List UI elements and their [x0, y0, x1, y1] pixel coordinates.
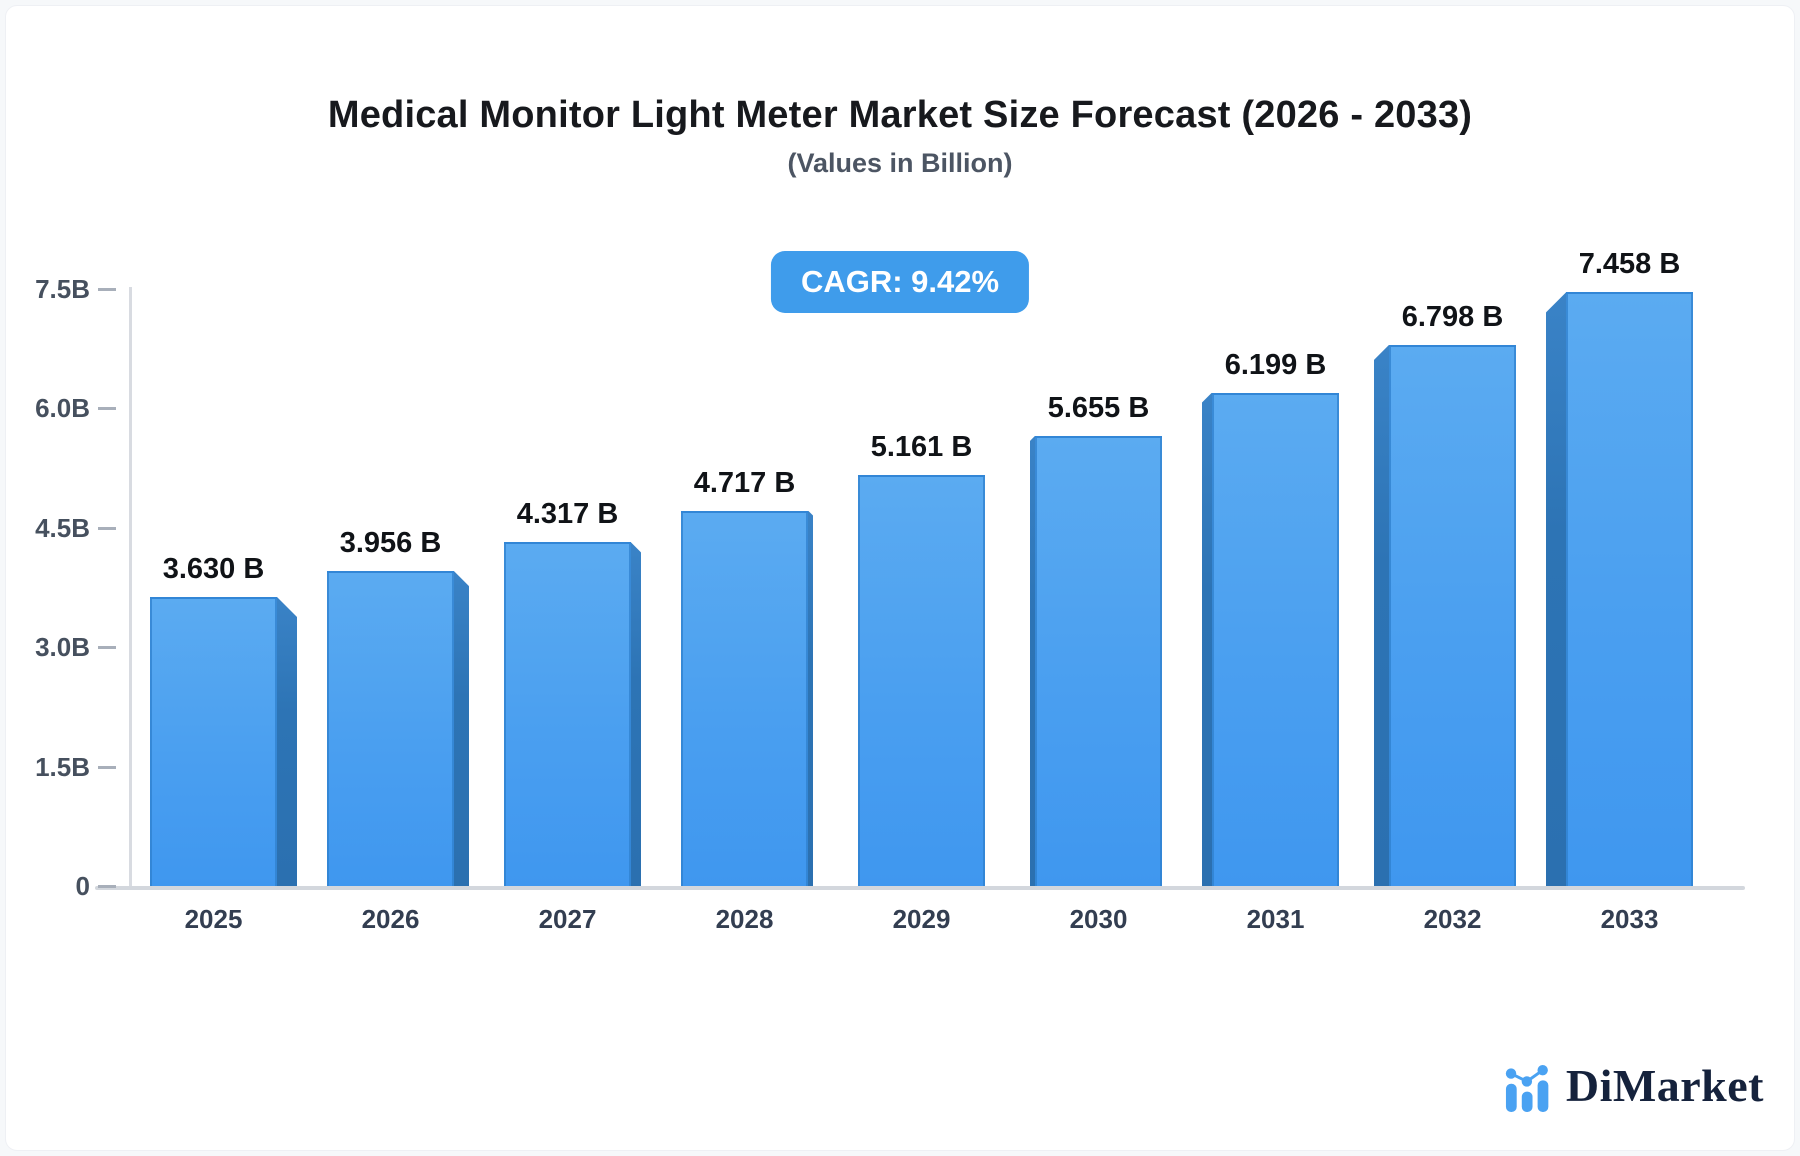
- bar-2025: [150, 597, 277, 886]
- y-tick-3.0B: [98, 646, 116, 650]
- bar-side-2032: [1374, 344, 1389, 886]
- y-tick-label-1.5B: 1.5B: [35, 751, 90, 782]
- x-label-2029: 2029: [892, 904, 951, 934]
- bar-side-2030: [1030, 435, 1035, 886]
- bar-2031: [1212, 392, 1339, 886]
- y-tick-0: [98, 885, 116, 888]
- x-label-2030: 2030: [1069, 904, 1128, 934]
- y-tick-4.5B: [98, 526, 116, 530]
- bar-2026: [327, 571, 454, 886]
- bar-2032: [1389, 344, 1516, 886]
- bar-value-2032: 6.798 B: [1401, 300, 1504, 333]
- bar-side-2033: [1546, 292, 1566, 886]
- bar-side-2025: [277, 597, 297, 886]
- bar-2028: [681, 510, 808, 886]
- bar-value-2028: 4.717 B: [693, 466, 796, 499]
- x-label-2031: 2031: [1246, 904, 1305, 934]
- bar-2033: [1566, 292, 1693, 886]
- bar-value-2025: 3.630 B: [162, 553, 265, 586]
- x-label-2028: 2028: [715, 904, 774, 934]
- y-tick-label-3.0B: 3.0B: [35, 632, 90, 663]
- x-label-2032: 2032: [1423, 904, 1482, 934]
- dimarket-logo: DiMarket: [1502, 1059, 1764, 1112]
- bar-side-2027: [631, 542, 641, 886]
- x-label-2033: 2033: [1600, 904, 1659, 934]
- cagr-badge: CAGR: 9.42%: [770, 251, 1030, 313]
- bar-value-2026: 3.956 B: [339, 527, 442, 560]
- y-tick-label-4.5B: 4.5B: [35, 512, 90, 543]
- bar-side-2031: [1202, 392, 1212, 886]
- bar-value-2027: 4.317 B: [516, 498, 619, 531]
- bar-side-2026: [454, 571, 469, 886]
- x-label-2027: 2027: [538, 904, 597, 934]
- x-label-2025: 2025: [184, 904, 243, 934]
- y-tick-label-7.5B: 7.5B: [35, 274, 90, 304]
- y-tick-6.0B: [98, 407, 116, 411]
- y-axis-line: [129, 287, 132, 888]
- bar-value-2033: 7.458 B: [1578, 248, 1681, 281]
- chart-subtitle: (Values in Billion): [787, 148, 1013, 178]
- bar-chart-logo-icon: [1505, 1064, 1549, 1112]
- x-axis-line: [95, 886, 1745, 890]
- y-tick-label-6.0B: 6.0B: [35, 393, 90, 424]
- bar-value-2031: 6.199 B: [1224, 348, 1327, 381]
- y-tick-label-0: 0: [75, 871, 90, 901]
- y-tick-1.5B: [98, 765, 116, 769]
- bar-2030: [1035, 435, 1162, 886]
- x-label-2026: 2026: [361, 904, 420, 934]
- logo-text: DiMarket: [1565, 1060, 1764, 1111]
- chart-title: Medical Monitor Light Meter Market Size …: [327, 94, 1473, 136]
- y-tick-7.5B: [98, 288, 116, 291]
- bar-value-2029: 5.161 B: [870, 431, 973, 464]
- bar-side-2028: [808, 510, 813, 886]
- bar-2027: [504, 542, 631, 886]
- bar-2029: [858, 475, 985, 886]
- bar-value-2030: 5.655 B: [1047, 391, 1150, 424]
